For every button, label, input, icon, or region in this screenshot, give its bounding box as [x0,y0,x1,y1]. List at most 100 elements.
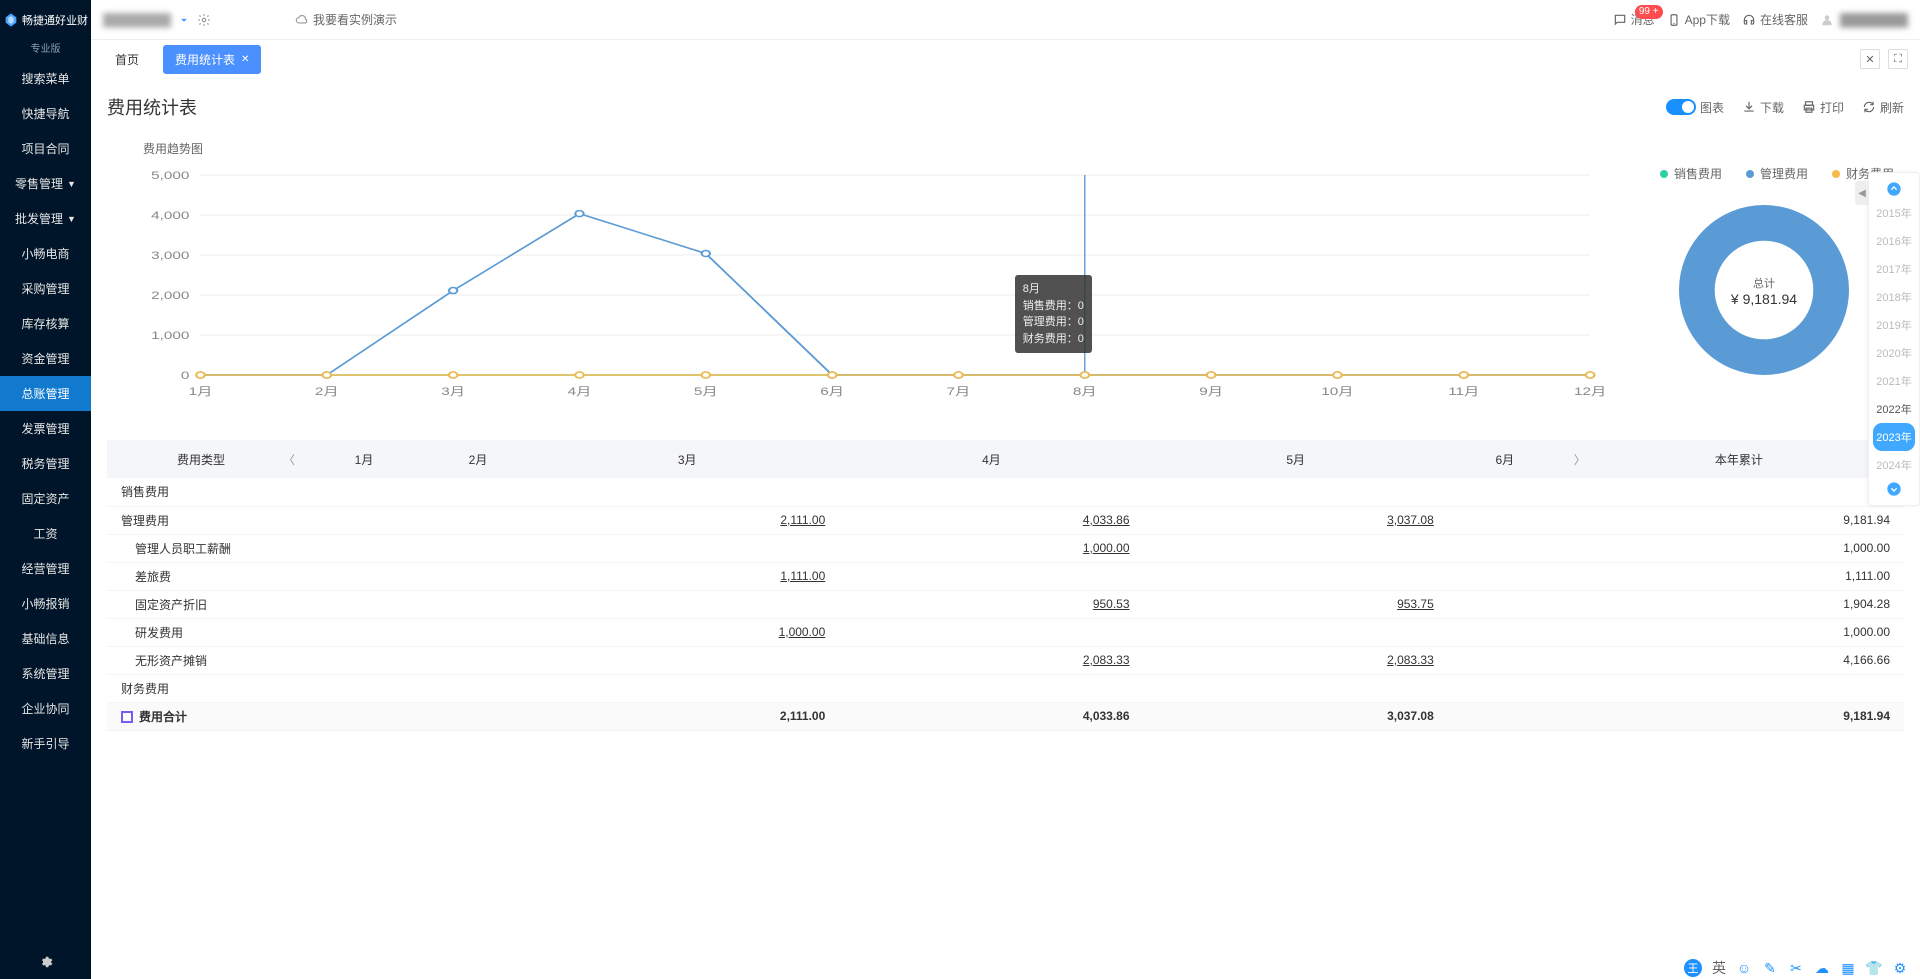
sidebar-item-15[interactable]: 小畅报销 [0,586,91,621]
download-button[interactable]: 下载 [1742,99,1784,116]
user-menu[interactable]: ████████ [1820,13,1908,27]
print-button[interactable]: 打印 [1802,99,1844,116]
cell[interactable]: 950.53 [839,590,1143,618]
year-scroll-up[interactable] [1869,179,1919,199]
total-cell [421,702,535,730]
col-header-month: 1月 [307,440,421,478]
sidebar-item-7[interactable]: 库存核算 [0,306,91,341]
cell[interactable]: 2,083.33 [839,646,1143,674]
sidebar-item-3[interactable]: 零售管理▼ [0,166,91,201]
legend-item[interactable]: 管理费用 [1746,165,1808,182]
sidebar-item-17[interactable]: 系统管理 [0,656,91,691]
sidebar-item-6[interactable]: 采购管理 [0,271,91,306]
cell [307,674,421,702]
cell[interactable]: 2,083.33 [1144,646,1448,674]
sidebar-item-8[interactable]: 资金管理 [0,341,91,376]
table-prev-button[interactable]: 〈 [283,451,295,468]
cell [307,646,421,674]
fullscreen-button[interactable]: ⛶ [1888,49,1908,69]
year-option[interactable]: 2024年 [1869,451,1919,479]
settings-icon[interactable] [0,945,91,979]
year-option[interactable]: 2020年 [1869,339,1919,367]
square-icon [121,711,133,723]
tray-scissors-icon[interactable]: ✂ [1788,960,1804,976]
cell[interactable]: 953.75 [1144,590,1448,618]
app-download-button[interactable]: App下载 [1667,11,1730,28]
cell [1448,562,1562,590]
tray-smile-icon[interactable]: ☺ [1736,960,1752,976]
year-option[interactable]: 2023年 [1873,423,1915,451]
table-next-button[interactable]: 〉 [1574,451,1586,468]
app-edition: 专业版 [0,40,91,61]
cell[interactable]: 2,111.00 [535,506,839,534]
tray-shirt-icon[interactable]: 👕 [1866,960,1882,976]
row-label: 无形资产摊销 [107,646,307,674]
tray-cloud-icon[interactable]: ☁ [1814,960,1830,976]
cell [535,674,839,702]
col-header-month: 2月 [421,440,535,478]
close-all-tabs-button[interactable]: ✕ [1860,49,1880,69]
close-icon[interactable]: ✕ [241,54,249,65]
sidebar-item-0[interactable]: 搜索菜单 [0,61,91,96]
sidebar-item-5[interactable]: 小畅电商 [0,236,91,271]
svg-text:9月: 9月 [1199,385,1223,397]
svg-text:2月: 2月 [315,385,339,397]
collapse-panel-button[interactable]: ◀ [1855,181,1869,205]
topbar: ████████ 我要看实例演示 消息 99 + App下载 在线客服 [91,0,1920,40]
sidebar-item-13[interactable]: 工资 [0,516,91,551]
tab-expense-report[interactable]: 费用统计表 ✕ [163,45,261,74]
gear-icon[interactable] [197,13,211,27]
year-option[interactable]: 2022年 [1869,395,1919,423]
messages-button[interactable]: 消息 99 + [1613,11,1655,28]
year-option[interactable]: 2018年 [1869,283,1919,311]
col-header-month: 4月 [839,440,1143,478]
sidebar-item-9[interactable]: 总账管理 [0,376,91,411]
sidebar-item-4[interactable]: 批发管理▼ [0,201,91,236]
row-total: 1,000.00 [1562,618,1904,646]
chart-toggle[interactable]: 图表 [1666,99,1724,116]
sidebar-item-19[interactable]: 新手引导 [0,726,91,761]
tray-gear-icon[interactable]: ⚙ [1892,960,1908,976]
cell[interactable]: 3,037.08 [1144,506,1448,534]
year-option[interactable]: 2016年 [1869,227,1919,255]
cell[interactable]: 1,111.00 [535,562,839,590]
table-row: 销售费用 [107,478,1904,506]
sidebar-item-18[interactable]: 企业协同 [0,691,91,726]
total-cell: 4,033.86 [839,702,1143,730]
app-name: 畅捷通好业财 [22,12,88,28]
year-scroll-down[interactable] [1869,479,1919,499]
content-area: 费用统计表 图表 下载 打印 [91,78,1920,979]
cell [1448,646,1562,674]
sidebar-item-14[interactable]: 经营管理 [0,551,91,586]
support-button[interactable]: 在线客服 [1742,11,1808,28]
tray-grid-icon[interactable]: ▦ [1840,960,1856,976]
cell [535,646,839,674]
year-option[interactable]: 2019年 [1869,311,1919,339]
year-option[interactable]: 2015年 [1869,199,1919,227]
svg-text:7月: 7月 [947,385,971,397]
sidebar-item-11[interactable]: 税务管理 [0,446,91,481]
year-option[interactable]: 2017年 [1869,255,1919,283]
refresh-button[interactable]: 刷新 [1862,99,1904,116]
tab-home[interactable]: 首页 [103,45,151,74]
sidebar-item-10[interactable]: 发票管理 [0,411,91,446]
cell[interactable]: 1,000.00 [535,618,839,646]
cell [421,478,535,506]
cell[interactable]: 1,000.00 [839,534,1143,562]
ime-indicator[interactable]: 王 [1684,959,1702,977]
sidebar-item-2[interactable]: 项目合同 [0,131,91,166]
legend-item[interactable]: 销售费用 [1660,165,1722,182]
cell[interactable]: 4,033.86 [839,506,1143,534]
sidebar-item-1[interactable]: 快捷导航 [0,96,91,131]
toggle-switch[interactable] [1666,99,1696,115]
year-option[interactable]: 2021年 [1869,367,1919,395]
cell [839,478,1143,506]
sidebar-item-16[interactable]: 基础信息 [0,621,91,656]
org-selector[interactable]: ████████ [103,13,283,27]
demo-link[interactable]: 我要看实例演示 [295,11,397,28]
tray-edit-icon[interactable]: ✎ [1762,960,1778,976]
print-icon [1802,100,1816,114]
ime-lang[interactable]: 英 [1712,958,1726,978]
sidebar-item-12[interactable]: 固定资产 [0,481,91,516]
cell [421,618,535,646]
